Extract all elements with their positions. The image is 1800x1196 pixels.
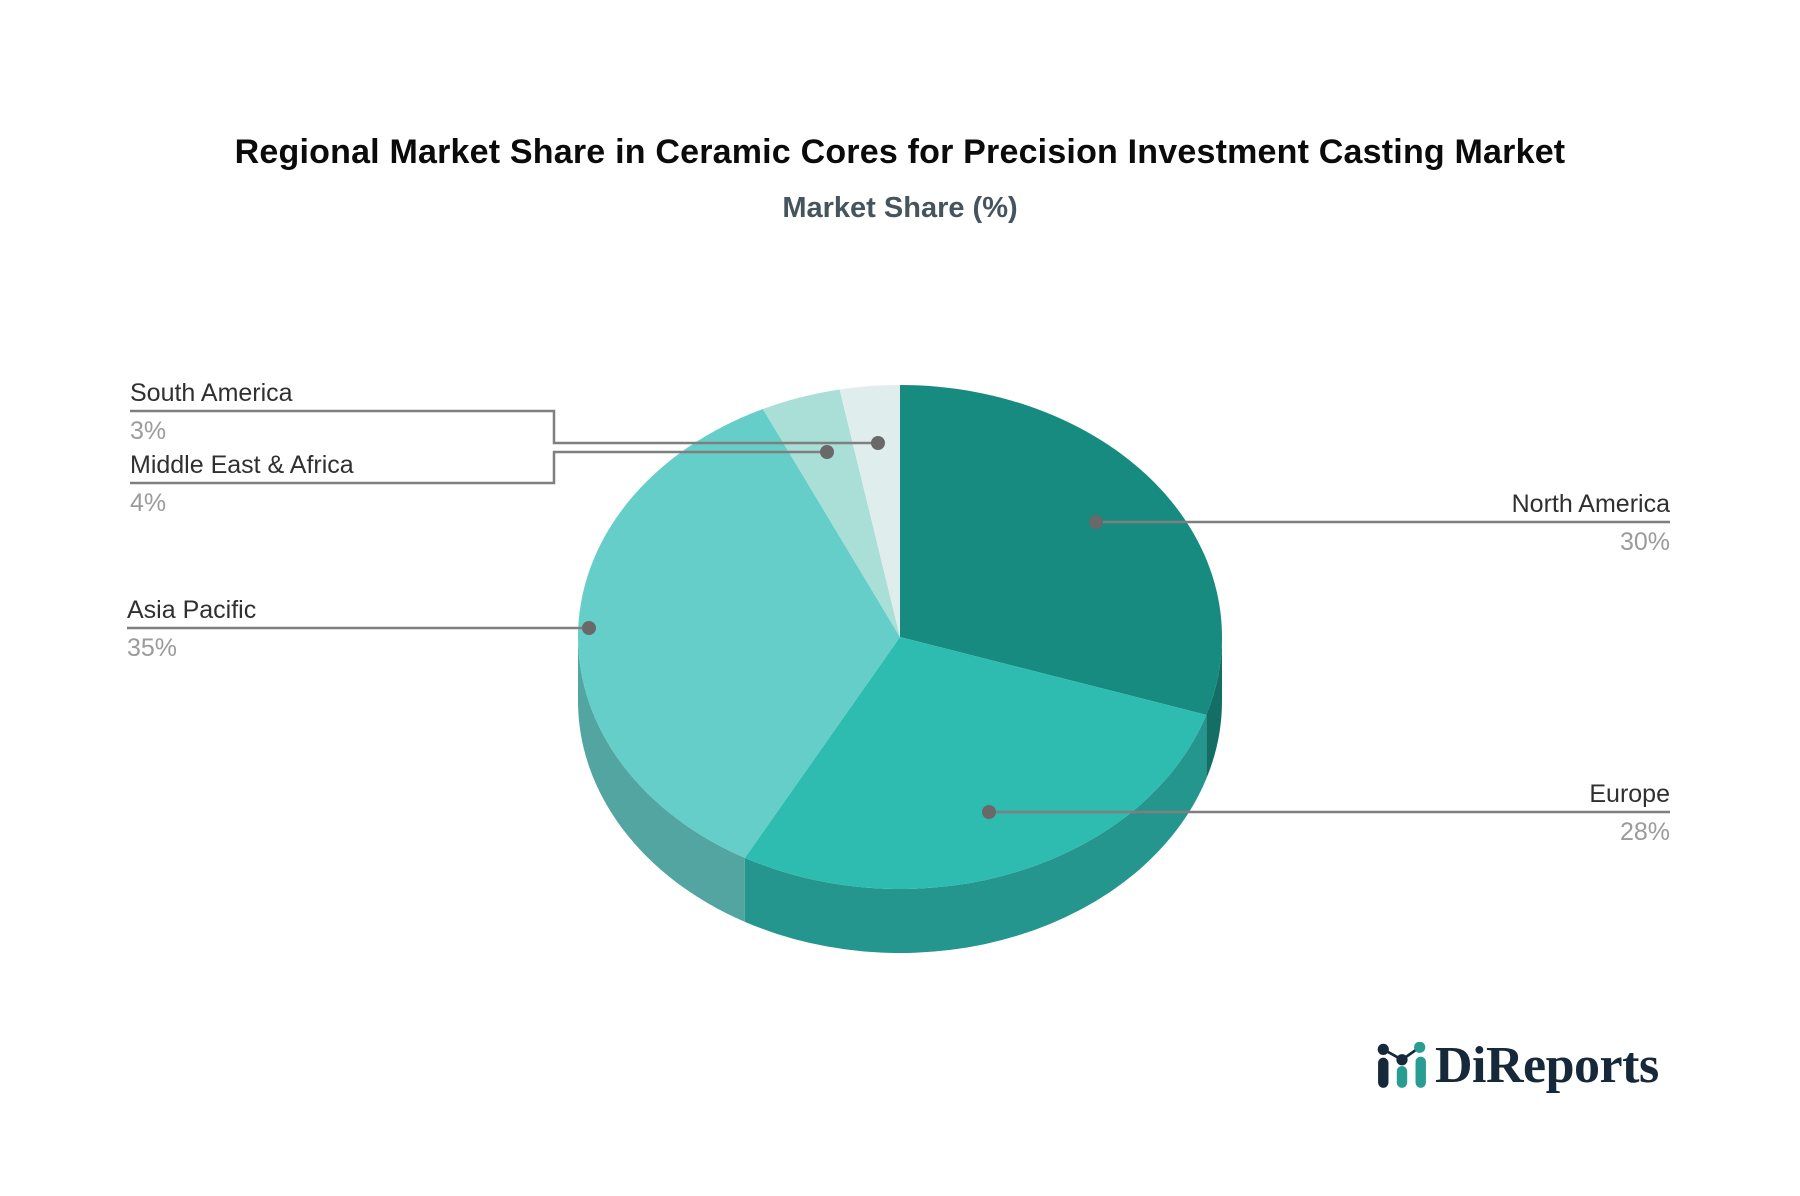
connector-dot-asia-pacific — [582, 621, 596, 635]
callout-value-south-america: 3% — [130, 417, 167, 445]
pie-slice-side-asia-pacific — [578, 637, 745, 922]
callout-label-north-america: North America — [1511, 490, 1670, 518]
callout-value-north-america: 30% — [1619, 528, 1670, 556]
callout-value-asia-pacific: 35% — [127, 634, 178, 662]
connector-dot-europe — [982, 805, 996, 819]
chart-title: Regional Market Share in Ceramic Cores f… — [234, 133, 1566, 171]
pie-slice-side-europe — [744, 714, 1207, 953]
callout-label-asia-pacific: Asia Pacific — [127, 596, 257, 624]
callout-value-europe: 28% — [1619, 818, 1670, 846]
callout-label-south-america: South America — [130, 379, 293, 407]
pie-slice-asia-pacific[interactable] — [578, 408, 900, 858]
callout-label-middle-east-africa: Middle East & Africa — [130, 451, 354, 479]
brand-logo-icon — [1377, 1042, 1426, 1088]
pie-slice-europe[interactable] — [744, 637, 1207, 889]
brand-logo-text: DiReports — [1435, 1037, 1659, 1094]
callout-label-europe: Europe — [1589, 780, 1670, 808]
connector-dot-middle-east-africa — [820, 445, 834, 459]
chart-subtitle: Market Share (%) — [782, 192, 1018, 224]
connector-dot-north-america — [1089, 515, 1103, 529]
pie-slice-side-north-america — [1206, 637, 1222, 779]
connector-line-south-america — [130, 409, 878, 445]
connector-dot-south-america — [871, 436, 885, 450]
brand-logo: DiReports — [1376, 1038, 1659, 1094]
callout-value-middle-east-africa: 4% — [130, 489, 167, 517]
connector-line-middle-east-africa — [130, 450, 827, 485]
pie-slice-south-america[interactable] — [839, 385, 900, 637]
pie-slice-north-america[interactable] — [900, 385, 1222, 715]
